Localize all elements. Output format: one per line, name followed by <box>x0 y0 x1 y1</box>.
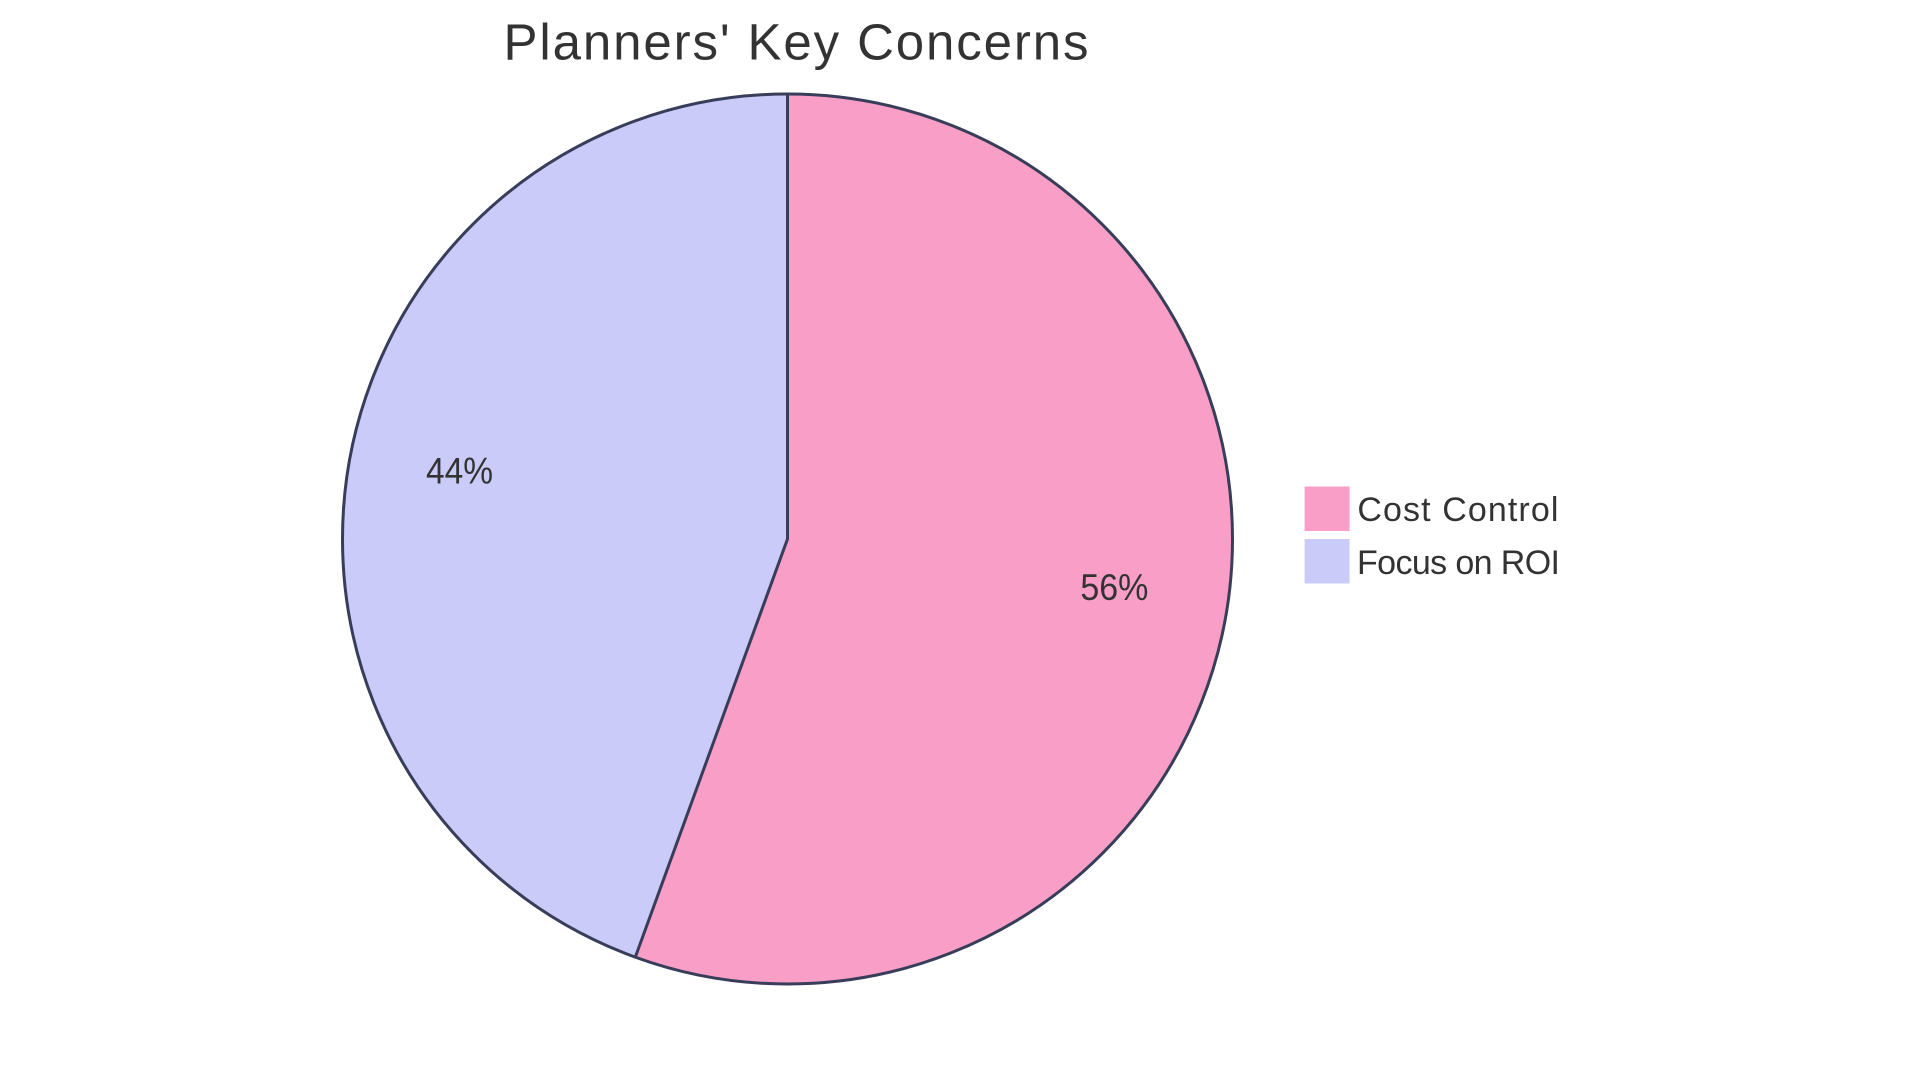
svg-text:Cost Control: Cost Control <box>1357 491 1558 529</box>
svg-text:Focus on ROI: Focus on ROI <box>1357 544 1560 582</box>
svg-text:56%: 56% <box>1080 567 1148 608</box>
svg-text:44%: 44% <box>426 451 493 492</box>
svg-text:Planners' Key Concerns: Planners' Key Concerns <box>504 13 1089 70</box>
